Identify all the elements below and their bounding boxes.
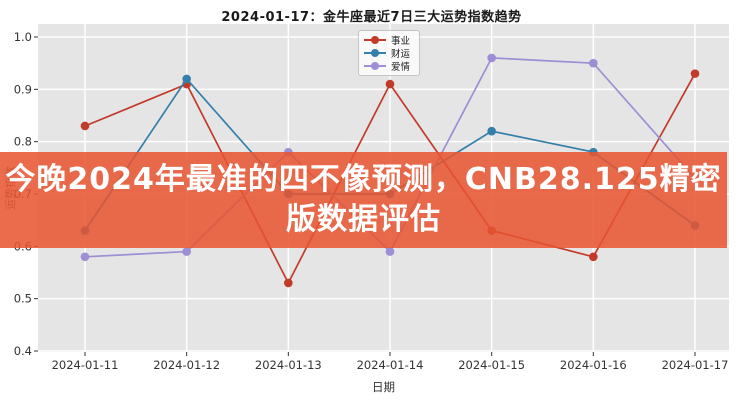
banner-text-line1: 今晚2024年最准的四不像预测，CNB28.125精密 (5, 162, 722, 197)
y-tick-label: 0.8 (14, 135, 32, 149)
y-tick-label: 0.9 (14, 82, 32, 96)
y-tick-label: 0.5 (14, 292, 32, 306)
x-tick-label: 2024-01-17 (662, 358, 729, 372)
data-point-0-3 (385, 79, 395, 89)
x-tick-label: 2024-01-11 (52, 358, 119, 372)
legend-item-love: 爱情 (364, 60, 413, 73)
banner-text-line2: 版数据评估 (286, 202, 441, 237)
y-tick-label: 1.0 (14, 30, 32, 44)
legend-item-wealth: 财运 (364, 47, 413, 60)
legend: 事业 财运 爱情 (358, 30, 420, 76)
overlay-banner: 今晚2024年最准的四不像预测，CNB28.125精密 版数据评估 (0, 152, 727, 248)
data-point-2-0 (80, 252, 90, 262)
data-point-2-4 (487, 53, 496, 63)
y-tick-label: 0.4 (14, 344, 32, 358)
x-tick-label: 2024-01-14 (357, 358, 424, 372)
data-point-1-4 (487, 126, 496, 136)
legend-label-wealth: 财运 (391, 49, 411, 60)
data-point-0-2 (284, 278, 293, 288)
love-line-marker-icon (364, 62, 386, 70)
data-point-0-5 (589, 252, 598, 262)
data-point-2-3 (385, 247, 395, 256)
x-tick-label: 2024-01-16 (560, 358, 627, 372)
legend-label-love: 爱情 (391, 62, 411, 73)
data-point-0-0 (80, 121, 90, 131)
data-point-2-5 (589, 58, 598, 68)
data-point-2-1 (182, 247, 191, 256)
legend-item-career: 事业 (364, 34, 413, 47)
data-point-1-1 (182, 74, 191, 84)
legend-label-career: 事业 (391, 36, 411, 47)
x-tick-label: 2024-01-13 (255, 358, 322, 372)
x-axis-label: 日期 (372, 380, 395, 394)
career-line-marker-icon (364, 36, 386, 44)
wealth-line-marker-icon (364, 49, 386, 57)
x-tick-label: 2024-01-15 (458, 358, 525, 372)
chart-title: 2024-01-17：金牛座最近7日三大运势指数趋势 (221, 10, 522, 25)
data-point-0-6 (690, 69, 700, 78)
x-tick-label: 2024-01-12 (153, 358, 220, 372)
